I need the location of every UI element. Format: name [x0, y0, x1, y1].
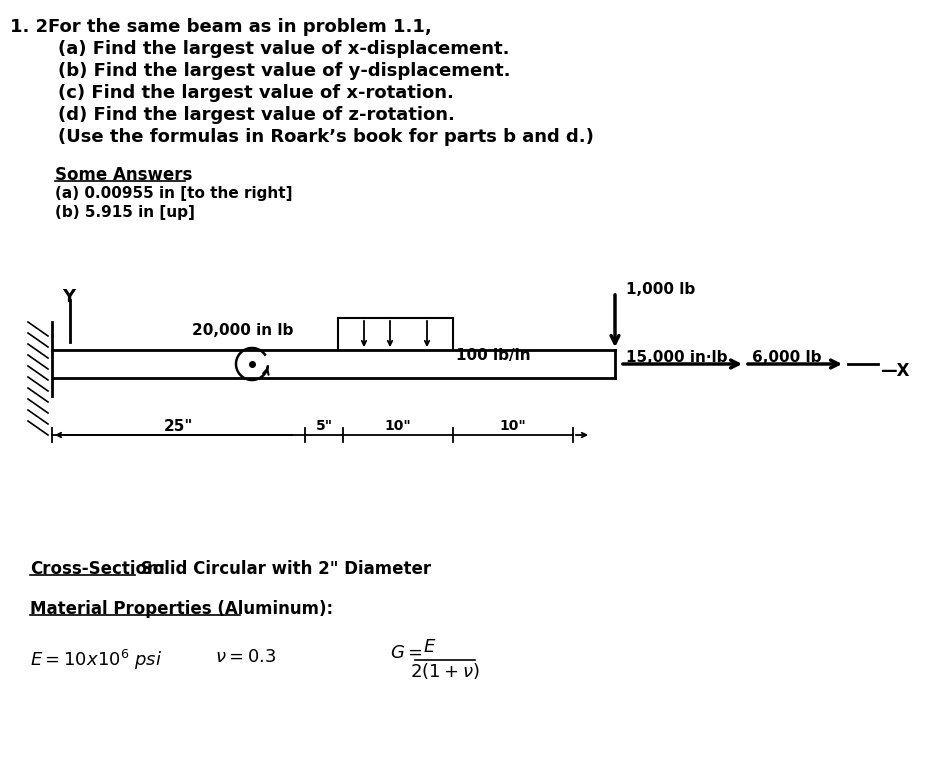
- Text: (b) Find the largest value of y-displacement.: (b) Find the largest value of y-displace…: [58, 62, 510, 80]
- Text: 6,000 lb: 6,000 lb: [752, 350, 822, 365]
- Text: Material Properties (Aluminum):: Material Properties (Aluminum):: [30, 600, 333, 618]
- Text: (Use the formulas in Roark’s book for parts b and d.): (Use the formulas in Roark’s book for pa…: [58, 128, 594, 146]
- Text: Solid Circular with 2" Diameter: Solid Circular with 2" Diameter: [135, 560, 431, 578]
- Text: (c) Find the largest value of x-rotation.: (c) Find the largest value of x-rotation…: [58, 84, 454, 102]
- Text: Y: Y: [62, 288, 75, 306]
- Text: 20,000 in lb: 20,000 in lb: [192, 323, 294, 338]
- Text: (a) 0.00955 in [to the right]: (a) 0.00955 in [to the right]: [55, 186, 293, 201]
- Text: $2(1+\nu)$: $2(1+\nu)$: [410, 661, 479, 681]
- Text: 1. 2: 1. 2: [10, 18, 48, 36]
- Text: For the same beam as in problem 1.1,: For the same beam as in problem 1.1,: [48, 18, 431, 36]
- Text: (d) Find the largest value of z-rotation.: (d) Find the largest value of z-rotation…: [58, 106, 455, 124]
- Text: 100 lb/in: 100 lb/in: [456, 348, 531, 363]
- Text: $G =$: $G =$: [390, 644, 423, 662]
- Text: Cross-Section:: Cross-Section:: [30, 560, 165, 578]
- Text: 5": 5": [315, 419, 333, 433]
- Text: $E$: $E$: [423, 638, 437, 656]
- Text: 1,000 lb: 1,000 lb: [626, 282, 695, 297]
- Text: (b) 5.915 in [up]: (b) 5.915 in [up]: [55, 205, 195, 220]
- Text: Some Answers: Some Answers: [55, 166, 192, 184]
- Text: 10": 10": [500, 419, 526, 433]
- Text: (a) Find the largest value of x-displacement.: (a) Find the largest value of x-displace…: [58, 40, 509, 58]
- Text: 10": 10": [385, 419, 412, 433]
- Text: —X: —X: [880, 362, 910, 380]
- Text: 25": 25": [164, 419, 193, 434]
- Text: 15,000 in·lb: 15,000 in·lb: [626, 350, 728, 365]
- Text: $E = 10x10^6\ psi$: $E = 10x10^6\ psi$: [30, 648, 162, 672]
- Text: $\nu = 0.3$: $\nu = 0.3$: [215, 648, 277, 666]
